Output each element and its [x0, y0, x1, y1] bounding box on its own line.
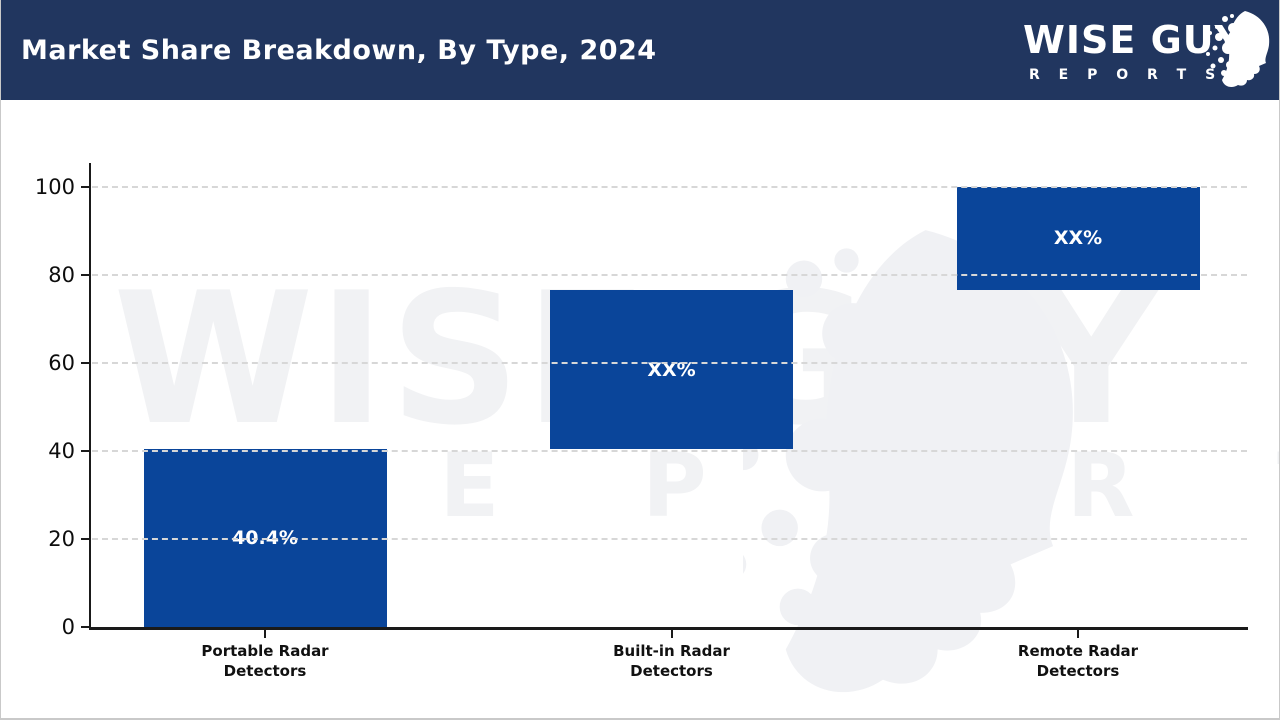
- chart-title: Market Share Breakdown, By Type, 2024: [21, 34, 657, 66]
- x-axis-line: [89, 627, 1248, 630]
- x-category-label: Remote Radar Detectors: [1017, 642, 1139, 680]
- x-category-label: Built-in Radar Detectors: [613, 642, 730, 680]
- logo-subtext: R E P O R T S: [1029, 67, 1222, 83]
- watermark-dot-face-icon: [743, 230, 1073, 693]
- x-tick-mark: [264, 630, 266, 638]
- bar-3: XX%: [956, 187, 1200, 290]
- x-tick-mark: [1077, 630, 1079, 638]
- y-tick-mark: [81, 626, 90, 628]
- chart-area: WISE GUY R E P O R T S 02040608010040.4%…: [1, 100, 1279, 718]
- y-tick-mark: [81, 274, 90, 276]
- gridline-60: [92, 362, 1247, 364]
- y-tick-mark: [81, 450, 90, 452]
- y-tick-mark: [81, 538, 90, 540]
- y-tick-mark: [81, 362, 90, 364]
- x-tick-mark: [670, 630, 673, 638]
- y-axis-line: [89, 163, 91, 630]
- y-tick-label: 80: [48, 263, 75, 287]
- gridline-40: [92, 450, 1247, 452]
- gridline-80: [92, 274, 1247, 276]
- y-tick-label: 100: [34, 175, 75, 199]
- y-tick-mark: [81, 186, 90, 188]
- y-tick-label: 20: [48, 527, 75, 551]
- wise-guy-logo: WISE GUY R E P O R T S: [1023, 11, 1270, 88]
- y-tick-label: 60: [48, 351, 75, 375]
- logo-dot-face-icon: [1206, 11, 1270, 88]
- y-tick-label: 0: [61, 615, 75, 639]
- gridline-100: [92, 186, 1247, 188]
- logo-wordmark: WISE GUY: [1023, 18, 1243, 62]
- gridline-20: [92, 538, 1247, 540]
- bar-2: XX%: [550, 289, 793, 450]
- x-category-label: Portable Radar Detectors: [201, 642, 329, 680]
- header-bar: Market Share Breakdown, By Type, 2024 WI…: [1, 0, 1279, 100]
- bar-value-label: XX%: [1053, 227, 1103, 250]
- bar-value-label: XX%: [647, 358, 696, 381]
- y-tick-label: 40: [48, 439, 75, 463]
